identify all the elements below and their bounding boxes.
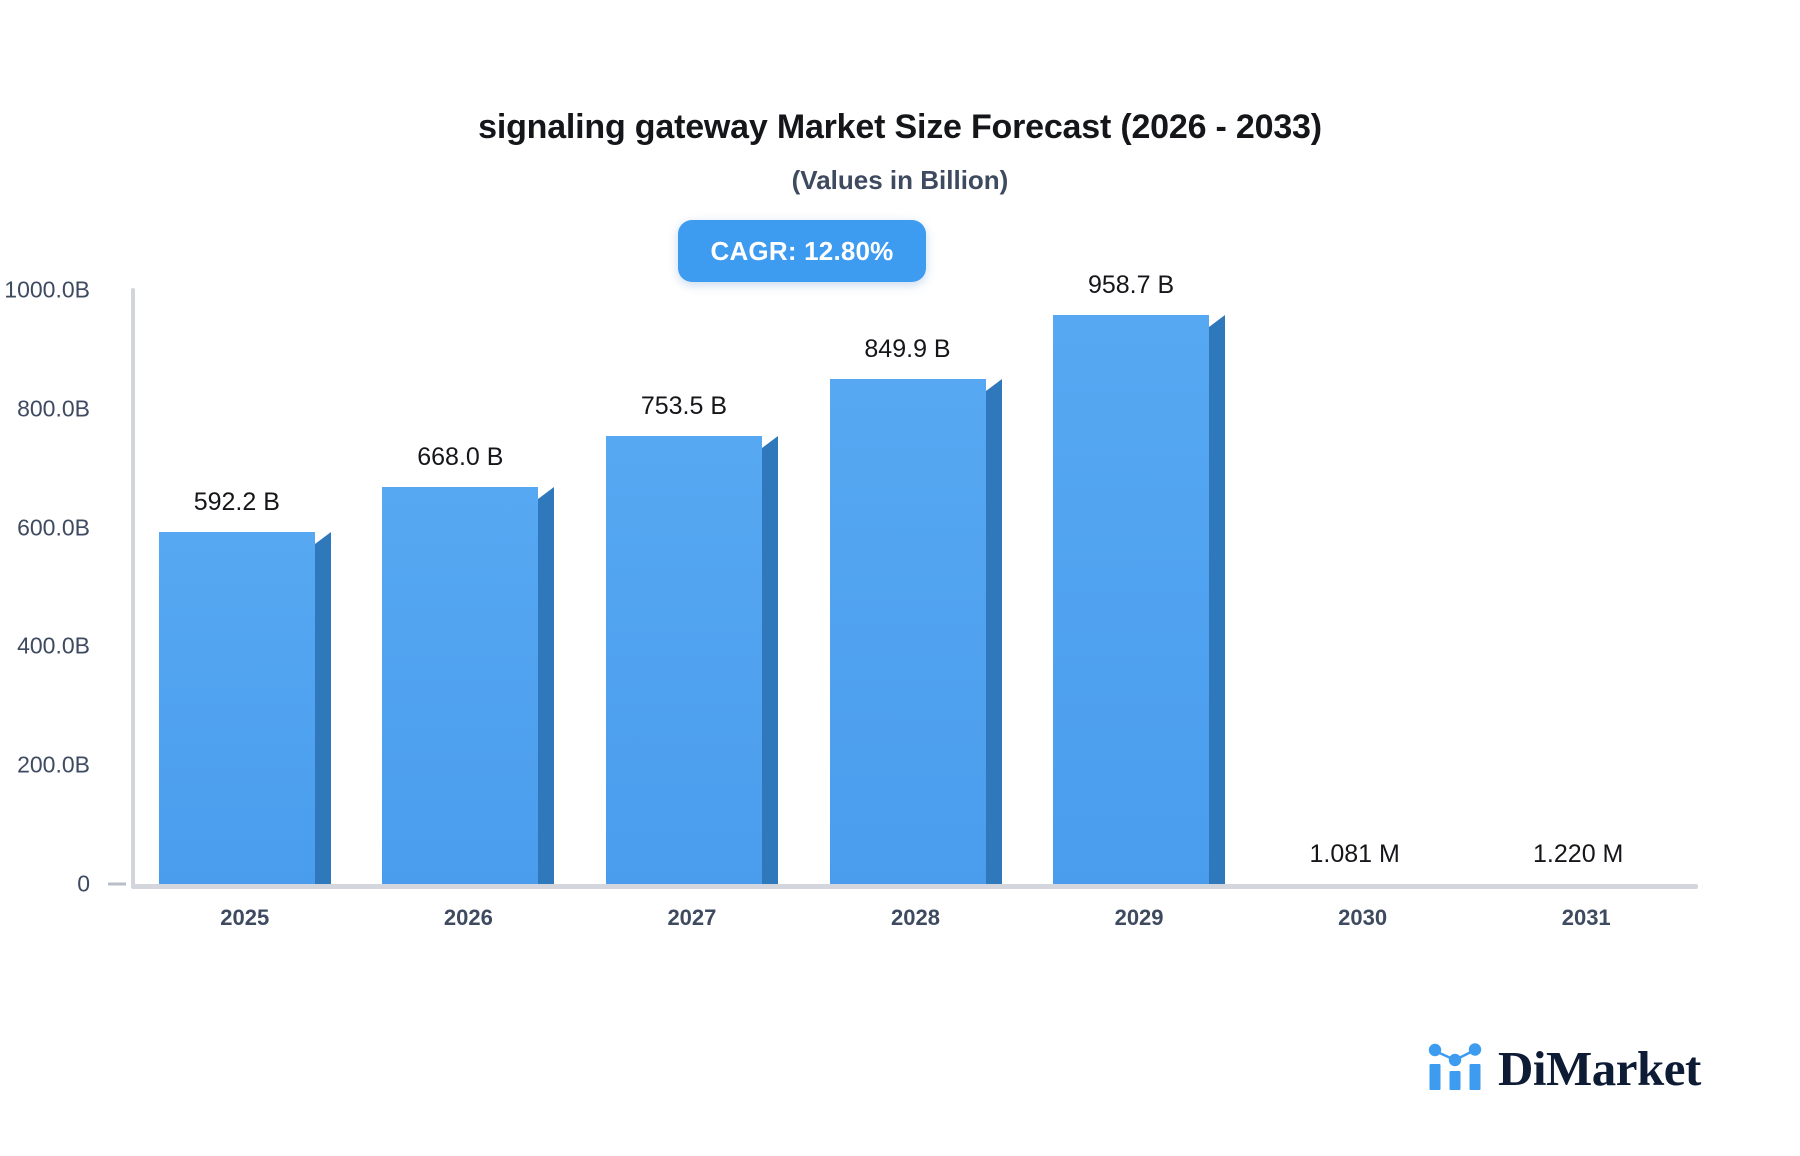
bar-side-face bbox=[985, 391, 1002, 884]
logo-wordmark: DiMarket bbox=[1498, 1041, 1701, 1096]
bar-value-label: 1.220 M bbox=[1533, 839, 1624, 868]
bar[interactable] bbox=[158, 290, 331, 884]
bar[interactable] bbox=[382, 290, 555, 884]
y-tick-label: 400.0B bbox=[17, 632, 90, 659]
bar-value-label: 958.7 B bbox=[1087, 270, 1175, 299]
bar[interactable] bbox=[1500, 290, 1656, 884]
bar-value-label: 849.9 B bbox=[864, 335, 951, 364]
bar[interactable] bbox=[829, 290, 1002, 884]
y-tick-mark bbox=[108, 882, 126, 886]
bar-value-label: 592.2 B bbox=[193, 488, 280, 517]
bar-side-face bbox=[538, 499, 555, 884]
bar-front-face bbox=[605, 436, 762, 884]
bar-top-bevel bbox=[538, 487, 555, 500]
y-tick-label: 800.0B bbox=[17, 395, 90, 422]
bar-side-face bbox=[761, 448, 778, 884]
bar-top-bevel bbox=[985, 379, 1002, 392]
y-tick-label: 200.0B bbox=[17, 751, 90, 778]
bar-value-label: 668.0 B bbox=[417, 443, 504, 472]
y-tick-label: 600.0B bbox=[17, 514, 90, 541]
x-tick-label: 2027 bbox=[667, 905, 717, 930]
bar-value-label: 753.5 B bbox=[640, 392, 728, 421]
x-tick-label: 2028 bbox=[891, 905, 940, 930]
chart-title: signaling gateway Market Size Forecast (… bbox=[478, 108, 1322, 146]
chart-subtitle: (Values in Billion) bbox=[791, 165, 1009, 195]
y-tick-label: 0 bbox=[77, 870, 90, 897]
bar-top-bevel bbox=[761, 436, 778, 449]
bar[interactable] bbox=[605, 290, 778, 884]
bar-side-face bbox=[1209, 326, 1226, 884]
x-tick-label: 2029 bbox=[1114, 905, 1164, 930]
x-tick-label: 2031 bbox=[1561, 905, 1611, 930]
bar[interactable] bbox=[1053, 290, 1226, 884]
bar[interactable] bbox=[1277, 290, 1433, 884]
bar-value-label: 1.081 M bbox=[1309, 839, 1400, 868]
bar-top-bevel bbox=[1209, 314, 1226, 327]
cagr-badge: CAGR: 12.80% bbox=[678, 220, 926, 282]
y-tick-label: 1000.0B bbox=[4, 276, 90, 303]
bar-front-face bbox=[382, 487, 539, 884]
x-tick-label: 2030 bbox=[1338, 905, 1388, 930]
x-tick-label: 2025 bbox=[220, 905, 270, 930]
bar-side-face bbox=[314, 544, 331, 884]
x-axis-line bbox=[131, 884, 1698, 889]
bar-front-face bbox=[1053, 314, 1210, 884]
x-tick-label: 2026 bbox=[443, 905, 493, 930]
dimarket-logo: DiMarket bbox=[1426, 1040, 1701, 1097]
bar-front-face bbox=[829, 379, 986, 884]
bar-top-bevel bbox=[314, 532, 331, 545]
bar-front-face bbox=[158, 532, 315, 884]
bar-chart-icon bbox=[1426, 1040, 1484, 1097]
y-axis-line bbox=[131, 288, 135, 886]
